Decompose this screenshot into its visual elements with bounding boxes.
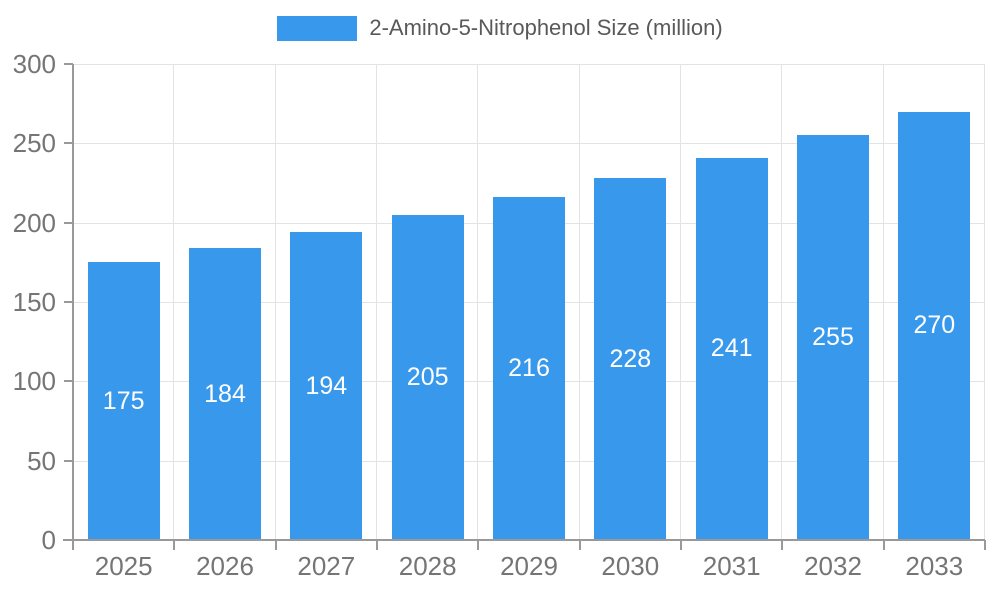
bar-value-label: 216 <box>508 354 550 383</box>
y-tick-150 <box>64 301 73 303</box>
bar-2030[interactable]: 228 <box>594 178 667 540</box>
y-tick-300 <box>64 63 73 65</box>
bar-value-label: 205 <box>406 362 449 391</box>
x-axis-label-2030: 2030 <box>601 551 660 581</box>
bar-value-label: 255 <box>812 323 854 352</box>
bar-2031[interactable]: 241 <box>695 157 768 540</box>
gridline-y-250 <box>73 143 985 145</box>
x-tick-4 <box>477 540 480 550</box>
y-axis-label-50: 50 <box>27 445 56 476</box>
x-axis-label-2026: 2026 <box>196 551 254 581</box>
bar-value-label: 175 <box>102 386 145 415</box>
y-tick-250 <box>64 142 73 145</box>
x-axis-label-2027: 2027 <box>297 551 356 581</box>
bar-2028[interactable]: 205 <box>391 214 464 540</box>
gridline-x-6 <box>680 64 681 540</box>
bar-value-label: 194 <box>305 371 348 400</box>
y-axis-line <box>72 64 74 550</box>
bar-2026[interactable]: 184 <box>189 248 261 540</box>
y-axis-label-250: 250 <box>12 128 56 159</box>
gridline-x-9 <box>984 64 985 540</box>
gridline-x-4 <box>477 64 479 540</box>
bar-2033[interactable]: 270 <box>898 111 971 540</box>
gridline-x-8 <box>882 64 884 540</box>
legend[interactable]: 2-Amino-5-Nitrophenol Size (million) <box>0 12 1000 44</box>
plot-area: 175 184 194 205 216 228 241 255 270 <box>73 64 985 540</box>
x-axis-label-2033: 2033 <box>905 551 964 581</box>
bar-2025[interactable]: 175 <box>87 262 160 540</box>
bar-value-label: 241 <box>710 334 753 363</box>
bar-value-label: 228 <box>609 344 652 373</box>
gridline-y-300 <box>73 64 985 65</box>
x-tick-7 <box>781 540 784 550</box>
x-axis-label-2028: 2028 <box>398 551 457 581</box>
legend-swatch-icon <box>277 15 358 41</box>
y-axis-label-200: 200 <box>12 207 56 238</box>
y-tick-100 <box>64 380 73 383</box>
gridline-x-3 <box>376 64 377 540</box>
x-axis-label-2031: 2031 <box>702 551 761 581</box>
x-axis-line <box>63 539 985 541</box>
x-tick-3 <box>376 540 378 550</box>
bar-2029[interactable]: 216 <box>493 197 565 540</box>
x-axis-label-2032: 2032 <box>804 551 862 581</box>
x-tick-5 <box>578 540 581 550</box>
x-tick-9 <box>984 540 986 550</box>
y-axis-label-0: 0 <box>41 525 56 555</box>
bar-2032[interactable]: 255 <box>797 135 869 540</box>
y-axis-label-150: 150 <box>12 287 56 317</box>
y-tick-200 <box>64 221 73 224</box>
bar-value-label: 270 <box>913 311 956 340</box>
x-tick-6 <box>680 540 682 550</box>
legend-label: 2-Amino-5-Nitrophenol Size (million) <box>369 15 723 40</box>
y-axis-label-300: 300 <box>12 49 56 79</box>
gridline-x-1 <box>173 64 175 540</box>
bar-value-label: 184 <box>204 379 246 408</box>
gridline-x-5 <box>578 64 580 540</box>
x-tick-8 <box>882 540 885 550</box>
x-axis-label-2025: 2025 <box>94 551 153 581</box>
gridline-x-2 <box>274 64 276 540</box>
x-tick-1 <box>173 540 176 550</box>
gridline-x-7 <box>781 64 783 540</box>
bar-2027[interactable]: 194 <box>290 232 363 540</box>
y-tick-50 <box>64 459 73 462</box>
x-tick-2 <box>274 540 277 550</box>
x-axis-label-2029: 2029 <box>500 551 558 581</box>
y-axis-label-100: 100 <box>12 366 56 397</box>
